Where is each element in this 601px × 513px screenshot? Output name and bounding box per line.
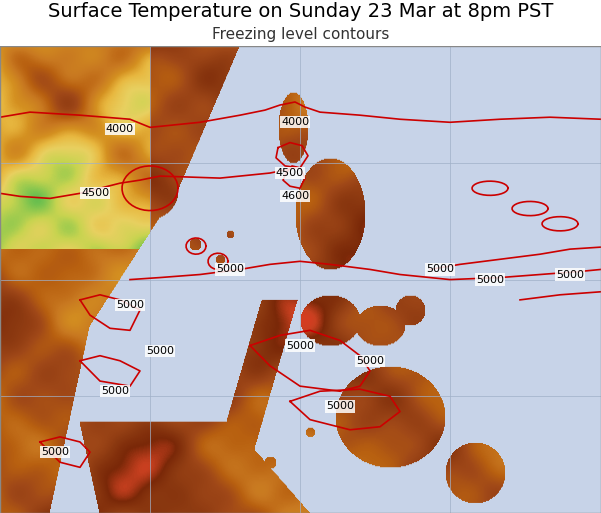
Text: 5000: 5000 bbox=[116, 300, 144, 310]
Text: 4600: 4600 bbox=[281, 191, 309, 202]
Text: 5000: 5000 bbox=[146, 346, 174, 356]
Text: 5000: 5000 bbox=[426, 264, 454, 274]
Text: 5000: 5000 bbox=[556, 269, 584, 280]
Text: Surface Temperature on Sunday 23 Mar at 8pm PST: Surface Temperature on Sunday 23 Mar at … bbox=[48, 2, 553, 21]
Text: 5000: 5000 bbox=[216, 264, 244, 274]
Text: 4500: 4500 bbox=[81, 188, 109, 199]
Text: 4000: 4000 bbox=[281, 117, 309, 127]
Text: 4500: 4500 bbox=[276, 168, 304, 178]
Text: 5000: 5000 bbox=[41, 447, 69, 457]
Text: Freezing level contours: Freezing level contours bbox=[212, 27, 389, 42]
Text: 5000: 5000 bbox=[356, 356, 384, 366]
Text: 5000: 5000 bbox=[476, 274, 504, 285]
Text: 5000: 5000 bbox=[286, 341, 314, 350]
Text: 4000: 4000 bbox=[106, 124, 134, 134]
Text: 5000: 5000 bbox=[326, 402, 354, 411]
Text: 5000: 5000 bbox=[101, 386, 129, 396]
